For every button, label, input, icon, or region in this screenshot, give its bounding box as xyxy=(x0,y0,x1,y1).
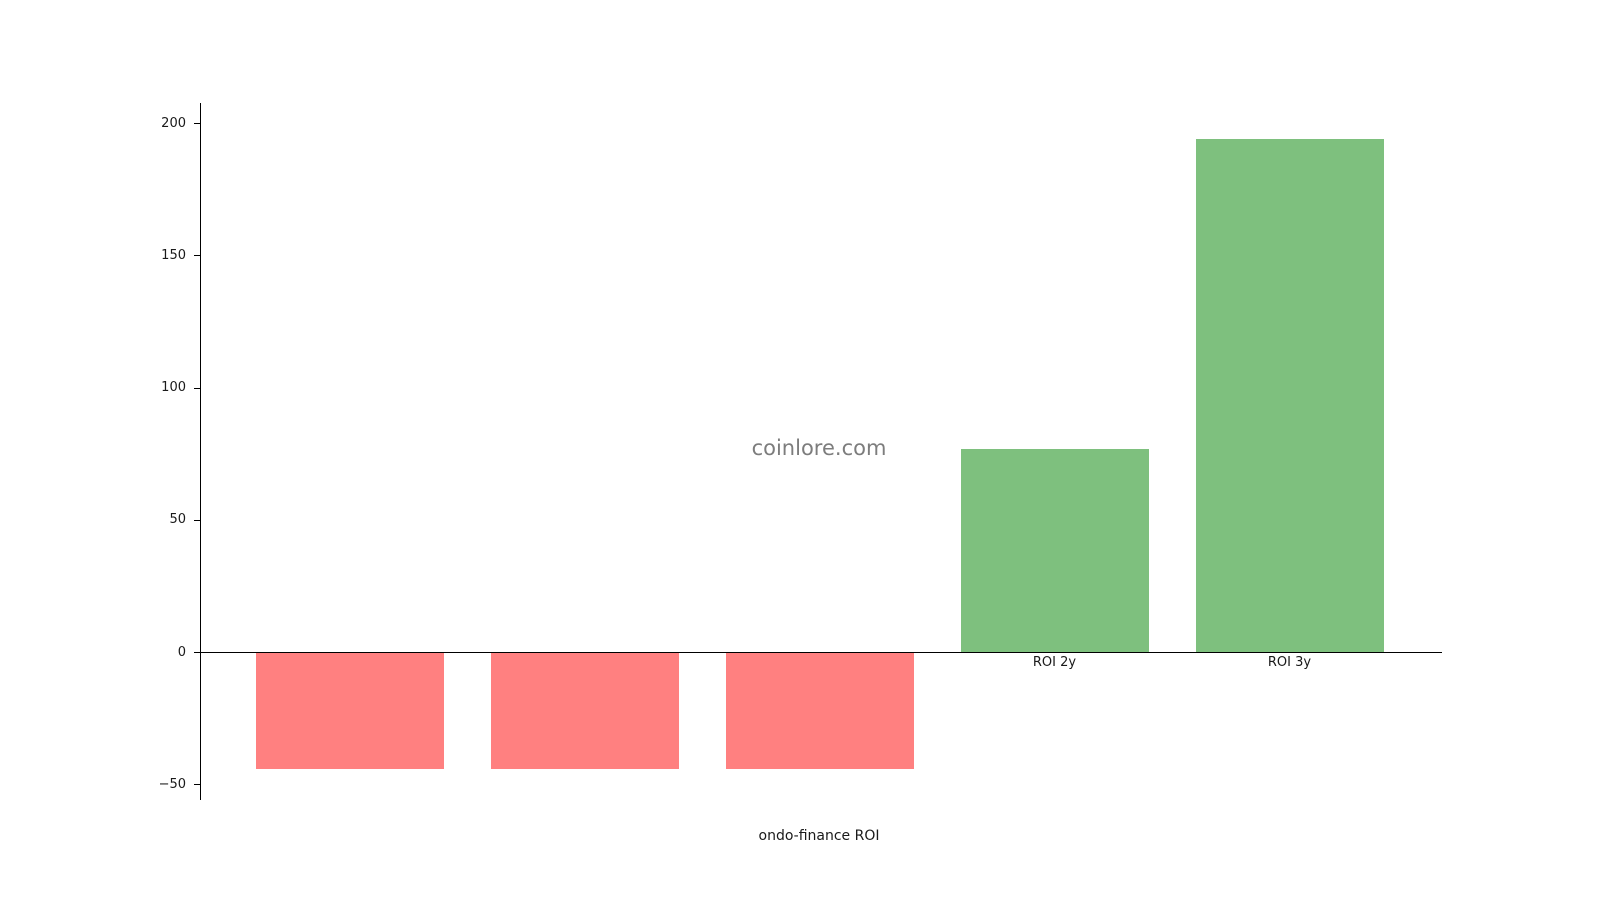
y-axis-tick-label: 0 xyxy=(177,644,186,660)
x-axis-tick-label: ROI 3y xyxy=(1267,655,1312,670)
chart-title: ondo-finance ROI xyxy=(758,828,880,844)
y-axis-tick-label: 200 xyxy=(161,115,186,131)
x-axis-tick-label: ROI 2y xyxy=(1032,655,1077,670)
y-axis-tick xyxy=(194,387,200,389)
bar xyxy=(960,448,1149,653)
y-axis-tick xyxy=(194,123,200,124)
bar xyxy=(1195,139,1384,653)
watermark-text: coinlore.com xyxy=(751,436,887,460)
y-axis-tick-label: 100 xyxy=(161,380,186,395)
y-axis-tick-label: −50 xyxy=(158,776,186,792)
y-axis-tick xyxy=(194,255,200,257)
y-axis-tick-label: 50 xyxy=(169,512,186,528)
y-axis-tick xyxy=(194,519,200,521)
bar xyxy=(725,652,914,769)
y-axis-spine xyxy=(200,103,201,800)
bar xyxy=(490,652,679,769)
x-axis-zero-line xyxy=(200,652,1442,653)
y-axis-tick xyxy=(194,652,200,653)
y-axis-tick-label: 150 xyxy=(161,247,186,263)
y-axis-tick xyxy=(194,784,200,786)
bar xyxy=(255,652,444,769)
